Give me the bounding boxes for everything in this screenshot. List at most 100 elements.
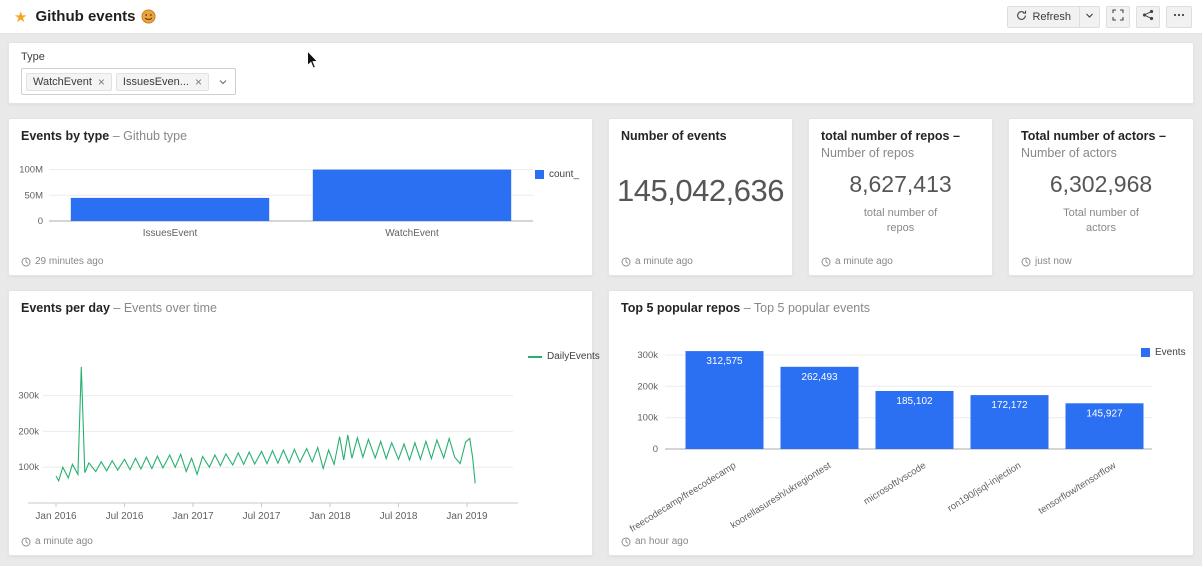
legend-line-swatch xyxy=(528,355,542,358)
events-per-day-line-chart[interactable]: 100k 200k 300k Jan 2016 Jul 2016 Jan 2017 Jul … xyxy=(13,343,588,533)
chip-remove-icon[interactable]: × xyxy=(194,74,202,89)
legend-dailyevents[interactable]: DailyEvents xyxy=(528,351,600,362)
refresh-split-button: Refresh xyxy=(1007,5,1100,28)
stat-block: 6,302,968 Total number of actors xyxy=(1015,171,1187,236)
svg-text:IssuesEvent: IssuesEvent xyxy=(143,228,198,239)
type-filter-combobox[interactable]: WatchEvent × IssuesEven... × xyxy=(21,68,236,95)
stat-caption: total number of repos xyxy=(863,207,938,234)
refresh-icon xyxy=(1016,10,1027,24)
tile-title-text: Events by type xyxy=(21,129,110,143)
tile-refresh-time: just now xyxy=(1021,256,1072,267)
tile-top-repos: Top 5 popular repos – Top 5 popular even… xyxy=(608,290,1194,556)
tile-events-per-day: Events per day – Events over time 100k 20… xyxy=(8,290,600,556)
svg-text:300k: 300k xyxy=(18,391,39,402)
stat-caption: Total number of actors xyxy=(1063,207,1139,234)
tile-subtitle: Number of actors xyxy=(1021,145,1117,160)
svg-text:100M: 100M xyxy=(19,165,43,176)
fullscreen-button[interactable] xyxy=(1106,5,1130,28)
tile-subtitle: – Events over time xyxy=(113,301,217,315)
refresh-button[interactable]: Refresh xyxy=(1007,5,1080,28)
tile-title-text: Top 5 popular repos xyxy=(621,301,741,315)
tile-title-text: Total number of actors – xyxy=(1021,129,1166,143)
tile-title: Total number of actors – Number of actor… xyxy=(1021,128,1183,162)
svg-text:0: 0 xyxy=(653,444,658,455)
svg-text:100k: 100k xyxy=(18,462,39,473)
stat-block: 145,042,636 xyxy=(615,173,786,209)
tile-title: Top 5 popular repos – Top 5 popular even… xyxy=(621,300,1183,317)
legend-count[interactable]: count_ xyxy=(535,169,579,180)
more-options-button[interactable] xyxy=(1166,5,1192,28)
clock-icon xyxy=(1021,257,1031,266)
clock-icon xyxy=(821,257,831,266)
fullscreen-icon xyxy=(1112,9,1124,24)
legend-label: DailyEvents xyxy=(547,351,600,362)
tile-number-of-events: Number of events 145,042,636 a minute ag… xyxy=(608,118,793,276)
stat-value: 6,302,968 xyxy=(1049,171,1153,197)
tile-title: Events per day – Events over time xyxy=(21,300,582,317)
header: ★ Github events Refresh xyxy=(0,0,1202,34)
refresh-time-text: a minute ago xyxy=(835,256,893,267)
tile-refresh-time: 29 minutes ago xyxy=(21,256,103,267)
svg-text:Jul 2017: Jul 2017 xyxy=(243,511,281,522)
svg-text:200k: 200k xyxy=(18,426,39,437)
tile-title-text: Events per day xyxy=(21,301,110,315)
share-icon xyxy=(1142,9,1154,24)
svg-text:145,927: 145,927 xyxy=(1086,408,1123,419)
stat-value: 8,627,413 xyxy=(849,171,952,197)
caret-down-icon xyxy=(1085,11,1094,23)
svg-text:185,102: 185,102 xyxy=(896,396,933,407)
tile-title: Number of events xyxy=(621,128,782,145)
legend-events[interactable]: Events xyxy=(1141,347,1186,358)
refresh-time-text: a minute ago xyxy=(35,536,93,547)
refresh-dropdown-button[interactable] xyxy=(1080,5,1100,28)
smiley-emoji-icon xyxy=(141,9,156,24)
ellipsis-icon xyxy=(1172,9,1186,24)
legend-label: Events xyxy=(1155,347,1186,358)
tile-subtitle: Number of repos xyxy=(821,145,915,160)
legend-swatch xyxy=(1141,348,1150,357)
tile-refresh-time: a minute ago xyxy=(821,256,893,267)
tile-total-actors: Total number of actors – Number of actor… xyxy=(1008,118,1194,276)
clock-icon xyxy=(21,257,31,266)
clock-icon xyxy=(21,537,31,546)
filter-type-label: Type xyxy=(21,51,45,63)
svg-text:0: 0 xyxy=(38,216,43,227)
svg-text:312,575: 312,575 xyxy=(706,356,743,367)
stat-block: 8,627,413 total number of repos xyxy=(815,171,986,236)
chip-label: IssuesEven... xyxy=(122,75,189,88)
combobox-chevron-down-icon[interactable] xyxy=(215,77,231,87)
tile-title: total number of repos – Number of repos xyxy=(821,128,982,162)
svg-text:tensorflow/tensorflow: tensorflow/tensorflow xyxy=(1037,460,1119,517)
tile-total-repos: total number of repos – Number of repos … xyxy=(808,118,993,276)
tile-refresh-time: a minute ago xyxy=(621,256,693,267)
tile-subtitle: – Top 5 popular events xyxy=(743,301,870,315)
svg-text:Jan 2019: Jan 2019 xyxy=(446,511,488,522)
svg-text:Jul 2018: Jul 2018 xyxy=(380,511,418,522)
svg-text:50M: 50M xyxy=(25,190,44,201)
filter-chip-issuesevent[interactable]: IssuesEven... × xyxy=(115,72,209,91)
svg-text:Jan 2018: Jan 2018 xyxy=(309,511,351,522)
svg-text:262,493: 262,493 xyxy=(801,372,838,383)
refresh-label: Refresh xyxy=(1032,10,1071,23)
svg-text:WatchEvent: WatchEvent xyxy=(385,228,439,239)
chip-remove-icon[interactable]: × xyxy=(97,74,105,89)
legend-swatch xyxy=(535,170,544,179)
tile-title: Events by type – Github type xyxy=(21,128,582,145)
top-repos-bar-chart[interactable]: 0 100k 200k 300k 312,575 freecodecamp/freecod… xyxy=(617,337,1192,549)
filter-bar: Type WatchEvent × IssuesEven... × xyxy=(8,42,1194,104)
svg-text:microsoft/vscode: microsoft/vscode xyxy=(862,460,928,507)
svg-text:172,172: 172,172 xyxy=(991,400,1028,411)
clock-icon xyxy=(621,257,631,266)
share-button[interactable] xyxy=(1136,5,1160,28)
refresh-time-text: a minute ago xyxy=(635,256,693,267)
svg-text:300k: 300k xyxy=(637,350,658,361)
tile-events-by-type: Events by type – Github type 0 50M 100M Iss… xyxy=(8,118,593,276)
svg-text:Jan 2017: Jan 2017 xyxy=(172,511,214,522)
tile-refresh-time: an hour ago xyxy=(621,536,688,547)
stat-value: 145,042,636 xyxy=(617,173,784,208)
favorite-star-icon[interactable]: ★ xyxy=(14,8,28,26)
svg-text:koorellasuresh/ukregiontest: koorellasuresh/ukregiontest xyxy=(729,460,834,531)
filter-chip-watchevent[interactable]: WatchEvent × xyxy=(26,72,112,91)
events-by-type-bar-chart[interactable]: 0 50M 100M IssuesEvent WatchEvent xyxy=(13,157,558,262)
